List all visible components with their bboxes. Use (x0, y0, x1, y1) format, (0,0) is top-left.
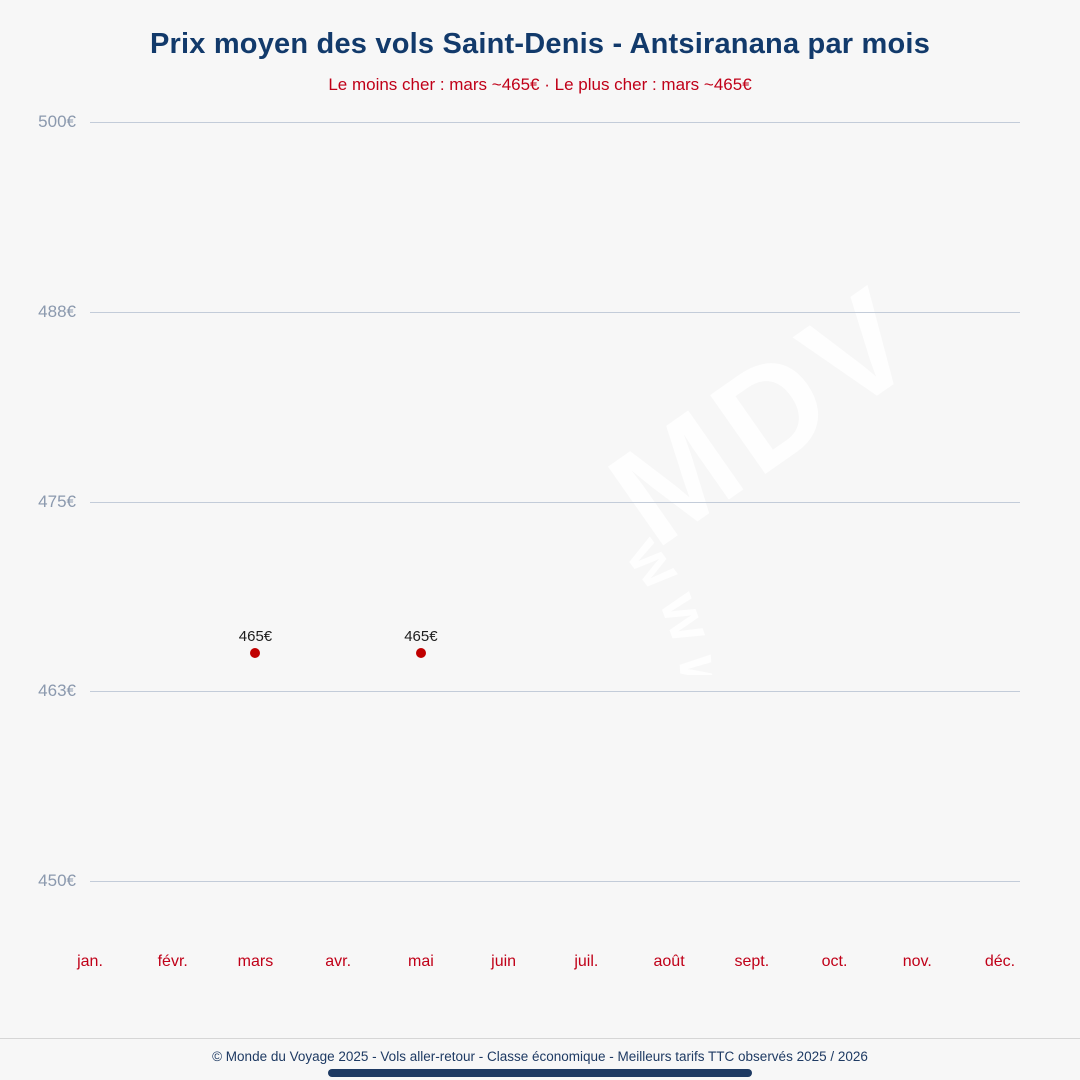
x-axis-month-label: oct. (821, 953, 848, 970)
data-point-value-label: 465€ (404, 628, 438, 646)
x-axis-month-label: juin (491, 953, 517, 970)
y-gridline (90, 691, 1020, 693)
y-axis-tick-label: 463€ (38, 681, 76, 701)
page-title: Prix moyen des vols Saint-Denis - Antsir… (149, 28, 931, 60)
chart-subtitle: Le moins cher : mars ~465€ · Le plus che… (328, 75, 752, 94)
y-gridline (90, 311, 1020, 313)
y-gridline (90, 881, 1020, 882)
x-axis-month-label: mai (408, 953, 434, 970)
y-axis-tick-label: 475€ (38, 491, 76, 511)
x-axis-month-label: déc. (984, 953, 1016, 970)
y-axis-tick-label: 450€ (38, 871, 76, 890)
x-axis-month-label: août (653, 953, 685, 970)
footer-divider (0, 1038, 1080, 1039)
x-axis-month-label: mars (237, 953, 274, 970)
x-axis-month-label: sept. (734, 953, 770, 970)
y-gridline (90, 122, 1020, 123)
data-point-mai[interactable] (415, 648, 426, 659)
data-point-value-label: 465€ (238, 628, 273, 646)
y-gridline (90, 501, 1020, 503)
footer-copyright: © Monde du Voyage 2025 - Vols aller-reto… (212, 1049, 868, 1064)
x-axis-month-label: juil. (574, 953, 599, 970)
data-point-mars[interactable] (250, 648, 261, 659)
x-axis-month-label: jan. (77, 953, 103, 970)
x-axis-month-label: févr. (157, 953, 188, 970)
x-axis-month-label: avr. (325, 953, 352, 970)
footer-navy-bar (328, 1069, 752, 1077)
y-axis-tick-label: 500€ (38, 112, 76, 131)
y-axis-tick-label: 488€ (38, 301, 76, 321)
x-axis-month-label: nov. (902, 953, 932, 970)
